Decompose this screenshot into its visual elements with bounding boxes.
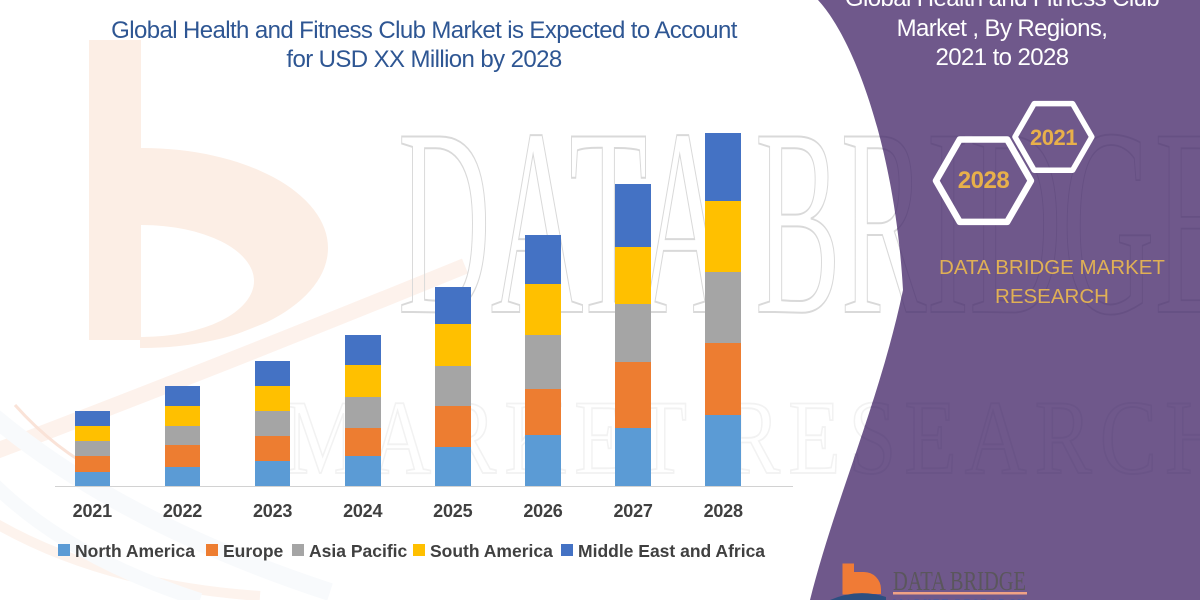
svg-text:MARKET RESEARCH: MARKET RESEARCH <box>893 597 1027 600</box>
svg-text:DATA BRIDGE: DATA BRIDGE <box>893 566 1026 596</box>
svg-text:MARKET RESEARCH: MARKET RESEARCH <box>285 379 1200 496</box>
